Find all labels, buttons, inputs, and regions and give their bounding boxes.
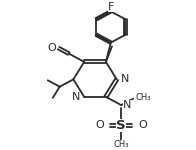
Text: N: N (72, 92, 80, 102)
Text: O: O (96, 120, 104, 130)
Text: F: F (108, 2, 114, 12)
Text: O: O (138, 120, 147, 130)
Text: CH₃: CH₃ (135, 93, 151, 102)
Text: S: S (116, 119, 126, 132)
Text: O: O (47, 43, 56, 53)
Text: CH₃: CH₃ (113, 140, 129, 149)
Text: N: N (121, 74, 129, 84)
Text: N: N (123, 100, 132, 110)
